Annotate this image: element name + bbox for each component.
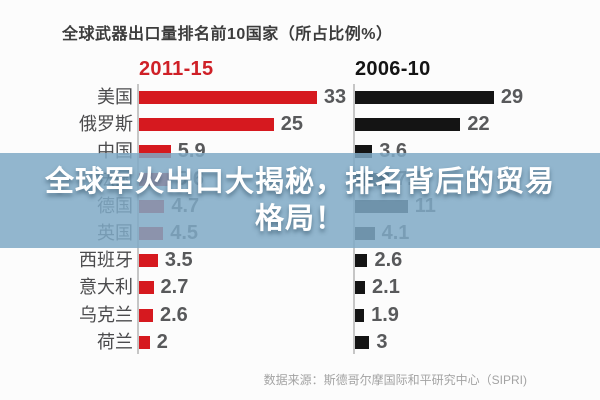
country-label: 意大利 xyxy=(79,277,133,298)
bar-2011-15 xyxy=(139,335,150,349)
bar-2011-15 xyxy=(139,308,153,322)
value-2011-15: 2.6 xyxy=(160,303,188,326)
chart-row-2: 俄罗斯 25 22 xyxy=(0,111,600,138)
bar-2011-15 xyxy=(139,91,317,104)
value-2006-10: 22 xyxy=(467,113,490,136)
value-2011-15: 25 xyxy=(280,113,303,136)
country-label: 俄罗斯 xyxy=(79,114,133,135)
bar-2011-15 xyxy=(139,118,274,132)
value-2011-15: 2 xyxy=(156,330,168,353)
bar-2006-10 xyxy=(355,118,461,132)
value-2006-10: 2.6 xyxy=(374,249,403,272)
chart-row-9: 乌克兰 2.6 1.9 xyxy=(0,302,600,329)
series-header-2011-15: 2011-15 xyxy=(139,58,214,80)
country-label: 乌克兰 xyxy=(79,304,133,325)
bar-2006-10 xyxy=(355,281,366,295)
value-2006-10: 29 xyxy=(500,86,524,108)
bar-2011-15 xyxy=(139,281,154,295)
data-source: 数据来源：斯德哥尔摩国际和平研究中心（SIPRI) xyxy=(263,373,527,387)
value-2006-10: 1.9 xyxy=(371,303,399,326)
bar-2011-15 xyxy=(139,254,158,268)
headline-banner: 全球军火出口大揭秘，排名背后的贸易 格局！ xyxy=(0,153,600,248)
chart-row-8: 意大利 2.7 2.1 xyxy=(0,274,600,301)
series-header-2006-10: 2006-10 xyxy=(355,58,431,80)
headline-line-1: 全球军火出口大揭秘，排名背后的贸易 xyxy=(44,165,555,198)
bar-2006-10 xyxy=(355,308,365,322)
chart-row-1: 美国 33 29 xyxy=(0,84,600,111)
headline-line-2: 格局！ xyxy=(254,202,345,235)
value-2006-10: 2.1 xyxy=(372,276,400,299)
bar-2006-10 xyxy=(355,91,494,104)
country-label: 美国 xyxy=(97,87,133,107)
chart-title: 全球武器出口量排名前10国家（所占比例%） xyxy=(62,26,393,43)
country-label: 西班牙 xyxy=(79,250,133,271)
value-2011-15: 33 xyxy=(323,86,347,108)
value-2011-15: 3.5 xyxy=(164,249,193,272)
value-2011-15: 2.7 xyxy=(160,276,189,299)
chart-row-10: 荷兰 2 3 xyxy=(0,329,600,356)
value-2006-10: 3 xyxy=(376,330,388,353)
chart-row-7: 西班牙 3.5 2.6 xyxy=(0,247,600,274)
country-label: 荷兰 xyxy=(97,331,133,352)
bar-2006-10 xyxy=(355,254,368,268)
bar-2006-10 xyxy=(355,335,370,349)
